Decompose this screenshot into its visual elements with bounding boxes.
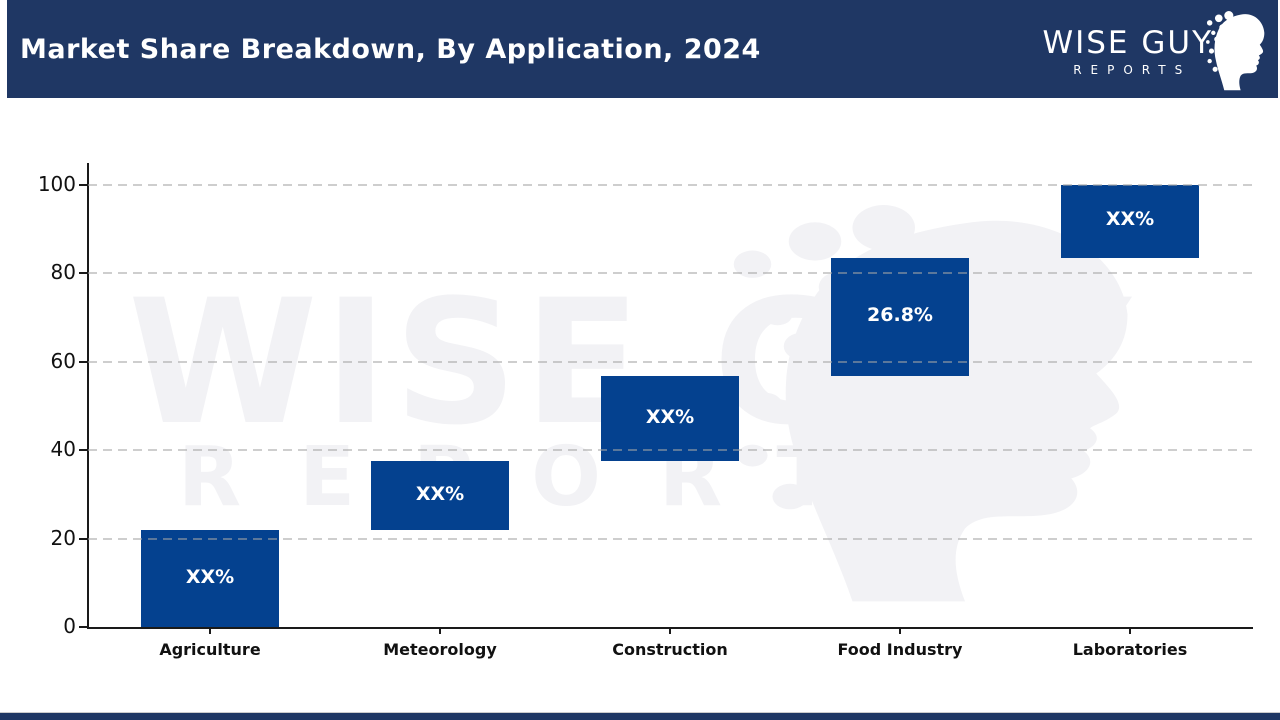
- y-tick-label: 0: [63, 614, 76, 638]
- y-tick-mark: [79, 537, 87, 540]
- x-tick-label: Laboratories: [1072, 640, 1188, 659]
- header-bar: Market Share Breakdown, By Application, …: [7, 0, 1278, 98]
- bar: [1061, 185, 1199, 258]
- bar: [831, 257, 969, 377]
- y-tick-label: 40: [50, 437, 76, 462]
- y-tick-mark: [79, 626, 87, 628]
- x-tick-mark: [899, 627, 901, 634]
- brand-logo: WISE GUY REPORTS: [1042, 10, 1275, 94]
- gridline: [88, 449, 1252, 452]
- y-tick-label: 20: [50, 525, 76, 550]
- bar: [141, 530, 279, 627]
- footer-divider: [0, 712, 1280, 713]
- gridline: [88, 537, 1252, 540]
- x-tick-label: Construction: [612, 640, 728, 659]
- bar-value-label: XX%: [1105, 208, 1155, 231]
- brand-name: WISE GUY: [1042, 25, 1213, 62]
- gridline: [88, 184, 1252, 186]
- y-tick-mark: [79, 272, 87, 275]
- brand-logo-text: WISE GUY REPORTS: [1042, 27, 1213, 77]
- y-tick-label: 80: [50, 260, 76, 285]
- page-title: Market Share Breakdown, By Application, …: [20, 33, 761, 65]
- y-tick-mark: [79, 360, 87, 363]
- x-tick-mark: [669, 627, 671, 634]
- footer-bar: [0, 713, 1280, 720]
- x-tick-label: Meteorology: [383, 640, 497, 659]
- y-axis-line: [87, 163, 89, 629]
- y-tick-label: 100: [37, 172, 76, 196]
- bar-value-label: XX%: [415, 482, 465, 505]
- face-profile-icon: [1206, 11, 1265, 91]
- x-tick-mark: [1129, 627, 1131, 634]
- y-tick-mark: [79, 184, 87, 186]
- x-tick-label: Food Industry: [837, 640, 963, 659]
- bar: [371, 461, 509, 531]
- bar: [601, 376, 739, 462]
- bar-value-label: XX%: [645, 405, 695, 428]
- bar-value-label: XX%: [185, 565, 235, 588]
- x-tick-mark: [439, 627, 441, 634]
- gridline: [88, 272, 1252, 275]
- bar-value-label: 26.8%: [867, 304, 933, 327]
- brand-subname: REPORTS: [1073, 62, 1192, 77]
- x-tick-mark: [209, 627, 211, 634]
- y-tick-label: 60: [50, 348, 76, 373]
- x-tick-label: Agriculture: [159, 640, 261, 659]
- gridline: [88, 360, 1252, 363]
- y-tick-mark: [79, 449, 87, 452]
